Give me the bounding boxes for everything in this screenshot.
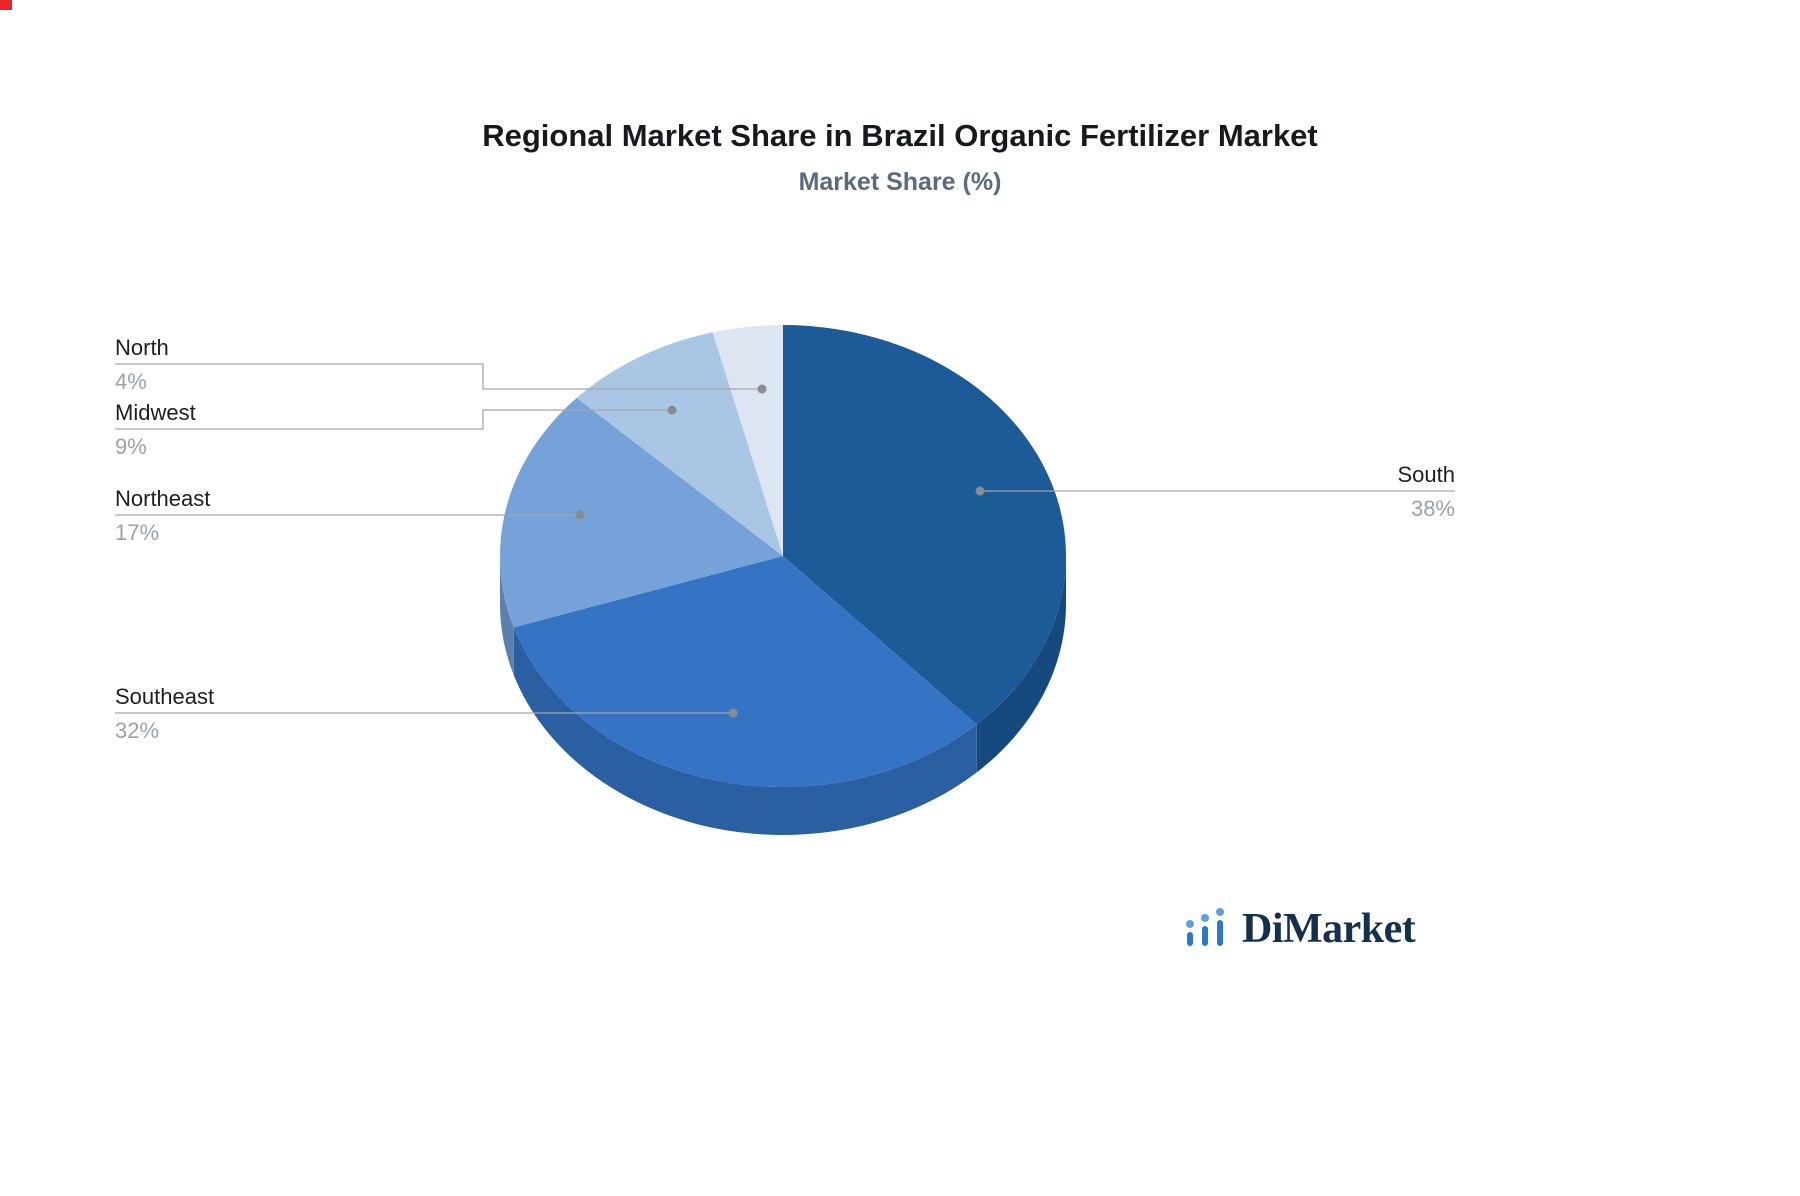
callout-line-4 xyxy=(115,363,762,390)
bar-chart-icon xyxy=(1186,908,1224,946)
slice-name: Midwest xyxy=(115,400,196,425)
slice-value: 17% xyxy=(115,520,160,545)
slice-name: South xyxy=(1397,462,1456,487)
slice-name: Northeast xyxy=(115,486,211,511)
callout-dot-3 xyxy=(667,405,677,415)
corner-marker xyxy=(0,0,12,10)
callout-northeast: Northeast 17% xyxy=(115,482,210,546)
callout-dot-1 xyxy=(728,708,738,718)
callout-midwest: Midwest 9% xyxy=(115,396,196,460)
pie-slice-1 xyxy=(513,556,977,787)
callout-north: North 4% xyxy=(115,331,169,395)
pie-slice-4 xyxy=(712,325,783,556)
slice-value: 32% xyxy=(115,718,160,743)
callout-south: South 38% xyxy=(1398,458,1456,522)
callout-southeast: Southeast 32% xyxy=(115,680,214,744)
callout-dot-0 xyxy=(975,486,985,496)
brand-text: DiMarket xyxy=(1242,906,1416,952)
pie-slice-2 xyxy=(500,397,783,628)
slice-value: 9% xyxy=(115,434,147,459)
pie-slice-side-1 xyxy=(513,627,977,835)
callout-dot-2 xyxy=(575,510,585,520)
pie-slice-3 xyxy=(576,332,783,556)
chart-title: Regional Market Share in Brazil Organic … xyxy=(482,118,1318,153)
chart-subtitle: Market Share (%) xyxy=(798,168,1002,196)
pie-slice-side-0 xyxy=(976,556,1066,773)
slice-name: Southeast xyxy=(115,684,215,709)
callout-line-3 xyxy=(115,409,672,430)
slice-value: 38% xyxy=(1410,496,1455,521)
brand-logo: DiMarket xyxy=(1183,905,1416,953)
callout-dot-4 xyxy=(757,384,767,394)
pie-slice-side-2 xyxy=(500,556,514,676)
slice-value: 4% xyxy=(115,369,147,394)
pie-slice-0 xyxy=(783,325,1066,725)
slice-name: North xyxy=(115,335,169,360)
